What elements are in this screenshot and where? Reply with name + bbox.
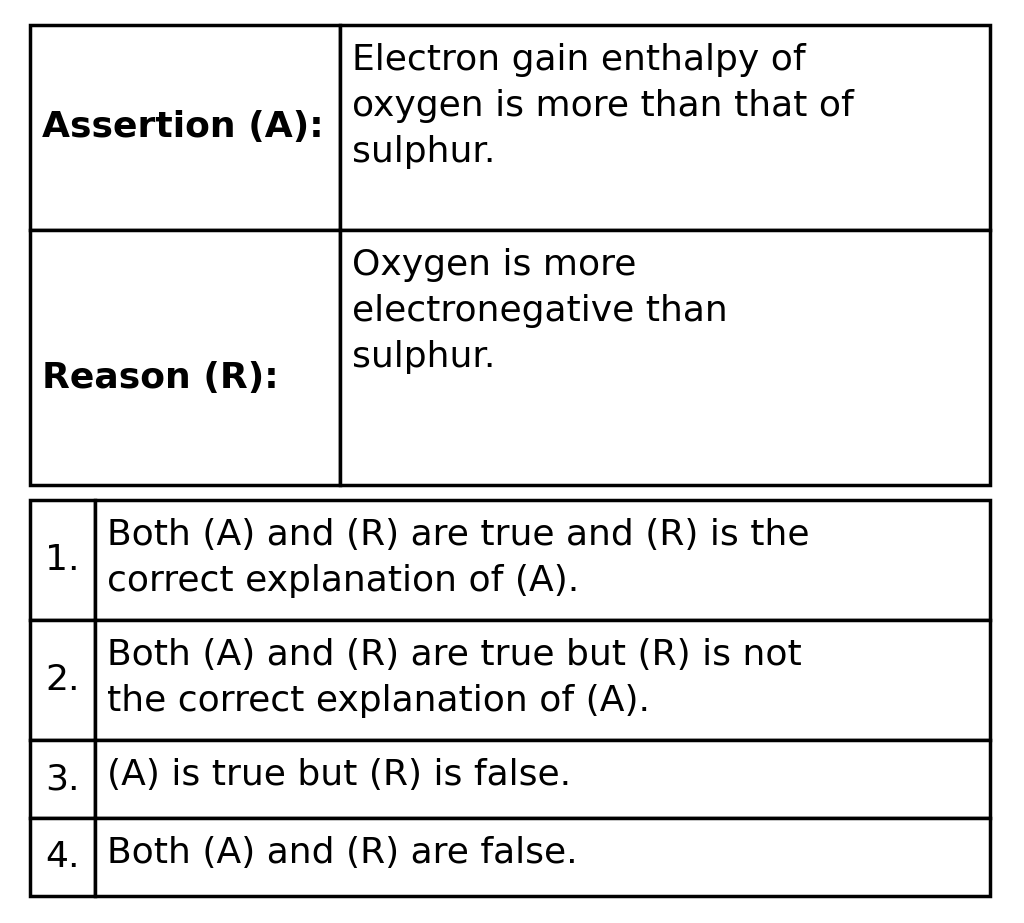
Text: Both (A) and (R) are false.: Both (A) and (R) are false. <box>106 836 578 870</box>
Bar <box>30 230 340 485</box>
Text: (A) is true but (R) is false.: (A) is true but (R) is false. <box>106 758 571 792</box>
Bar <box>30 620 95 740</box>
Text: Assertion (A):: Assertion (A): <box>42 111 324 145</box>
Text: Both (A) and (R) are true but (R) is not
the correct explanation of (A).: Both (A) and (R) are true but (R) is not… <box>106 638 802 718</box>
Text: 2.: 2. <box>45 663 80 697</box>
Bar <box>30 818 95 896</box>
Bar <box>30 500 95 620</box>
Bar <box>95 620 990 740</box>
Text: Reason (R):: Reason (R): <box>42 361 279 395</box>
Text: 1.: 1. <box>45 543 80 577</box>
Bar <box>30 740 95 818</box>
Text: Both (A) and (R) are true and (R) is the
correct explanation of (A).: Both (A) and (R) are true and (R) is the… <box>106 518 810 598</box>
Bar <box>95 740 990 818</box>
Text: 4.: 4. <box>45 840 80 874</box>
Bar <box>95 818 990 896</box>
Bar <box>30 25 340 230</box>
Text: 3.: 3. <box>45 762 80 796</box>
Bar <box>95 500 990 620</box>
Text: Oxygen is more
electronegative than
sulphur.: Oxygen is more electronegative than sulp… <box>352 248 728 375</box>
Bar <box>340 25 990 230</box>
Text: Electron gain enthalpy of
oxygen is more than that of
sulphur.: Electron gain enthalpy of oxygen is more… <box>352 43 854 169</box>
Bar <box>340 230 990 485</box>
